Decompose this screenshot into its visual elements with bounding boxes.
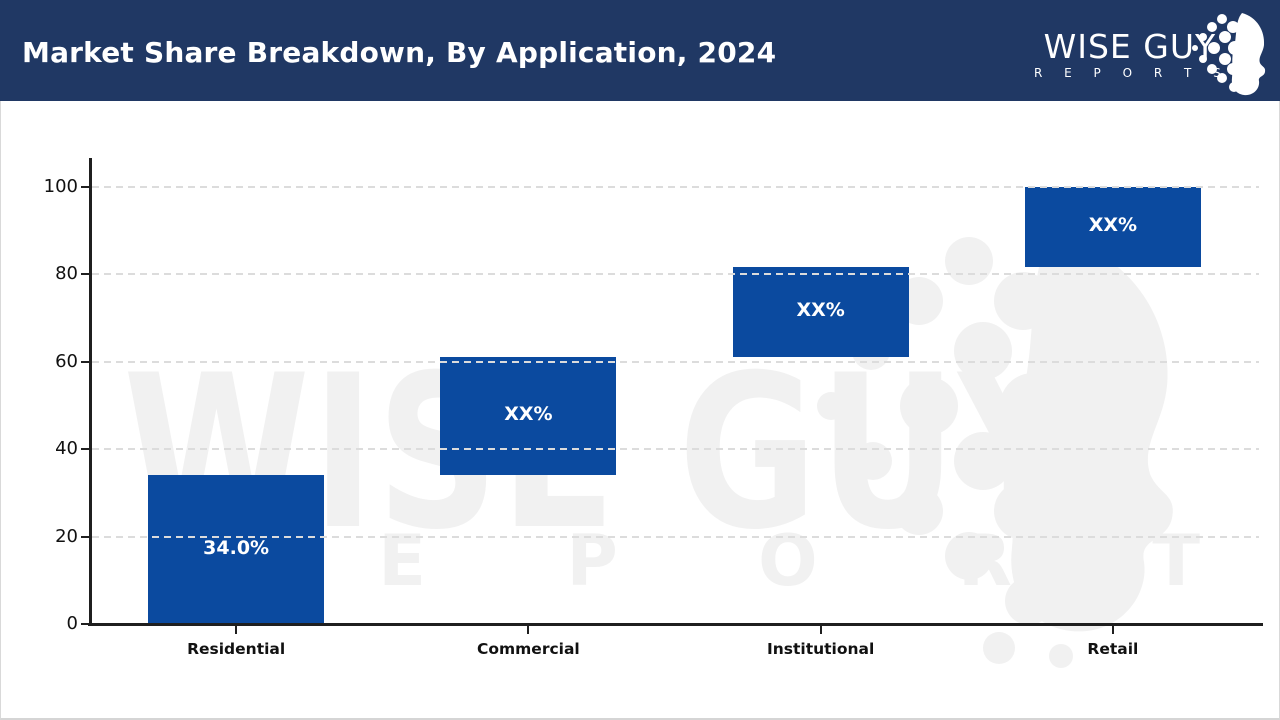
y-tickmark-60	[81, 360, 90, 363]
gridline-40	[92, 448, 1259, 451]
x-tickmark-institutional	[819, 625, 822, 634]
bar-value-label-retail: XX%	[1088, 213, 1138, 236]
brand-logo-text: WISE GUY R E P O R T S	[1030, 30, 1230, 80]
y-tick-label-0: 0	[66, 613, 78, 634]
x-tickmark-residential	[235, 625, 238, 634]
watermark-face-icon	[817, 236, 1173, 668]
x-tick-label-institutional: Institutional	[766, 640, 875, 658]
gridline-60	[92, 360, 1259, 363]
brand-logo: WISE GUY R E P O R T S	[1008, 6, 1266, 96]
y-tick-label-40: 40	[55, 438, 78, 460]
logo-face-icon	[1192, 13, 1266, 96]
bar-value-label-institutional: XX%	[796, 299, 845, 322]
header-bar: Market Share Breakdown, By Application, …	[0, 0, 1280, 101]
bar-value-label-commercial: XX%	[504, 403, 553, 426]
x-tick-label-retail: Retail	[1087, 640, 1139, 658]
x-tick-label-residential: Residential	[187, 640, 286, 658]
brand-name: WISE GUY	[1043, 27, 1217, 66]
brand-tagline: R E P O R T S	[1034, 66, 1230, 80]
y-tickmark-0	[81, 623, 90, 625]
bar-retail	[1024, 187, 1201, 267]
gridline-20	[92, 535, 1259, 538]
y-tick-label-80: 80	[55, 263, 78, 285]
y-tickmark-80	[81, 273, 90, 276]
gridline-100	[92, 186, 1259, 188]
x-tickmark-commercial	[527, 625, 530, 634]
chart-canvas: WISE GUY R E P O R T S 02040608010034.0%…	[0, 101, 1280, 720]
x-axis-line	[88, 623, 1263, 626]
y-tick-label-100: 100	[43, 176, 78, 197]
bar-institutional	[732, 266, 909, 358]
x-tick-label-commercial: Commercial	[476, 640, 580, 658]
y-tickmark-20	[81, 535, 90, 538]
page-title: Market Share Breakdown, By Application, …	[22, 36, 777, 69]
y-tickmark-100	[81, 186, 90, 188]
x-tickmark-retail	[1111, 625, 1114, 634]
bar-commercial	[440, 357, 617, 476]
gridline-80	[92, 273, 1259, 276]
bar-value-label-residential: 34.0%	[203, 536, 270, 559]
y-axis-line	[89, 158, 92, 626]
bar-residential	[148, 475, 325, 624]
y-tickmark-40	[81, 448, 90, 451]
y-tick-label-60: 60	[55, 350, 78, 372]
y-tick-label-20: 20	[55, 525, 78, 547]
